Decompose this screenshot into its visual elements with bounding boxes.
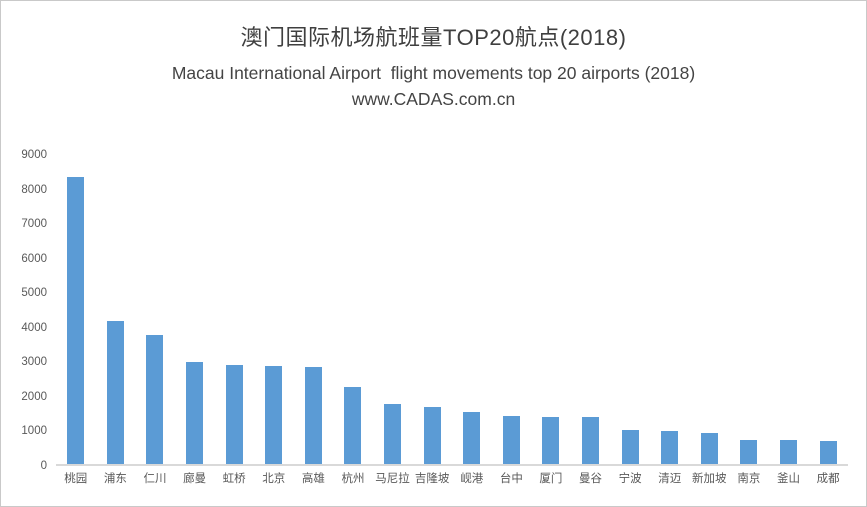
bar-slot xyxy=(333,155,373,464)
x-axis-labels: 桃园 浦东 仁川 廊曼 虹桥 北京 高雄 杭州 马尼拉 吉隆坡 岘港 台中 厦门 曼谷 宁波 清迈 新加坡 南京 釜… xyxy=(56,472,848,487)
y-axis-tick-label: 7000 xyxy=(21,218,47,231)
bar xyxy=(661,431,679,464)
bar-slot xyxy=(214,155,254,464)
x-axis-label: 曼谷 xyxy=(579,473,603,485)
y-axis: 0 1000 2000 3000 4000 5000 6000 7000 8000 9000 xyxy=(1,1,47,506)
bar xyxy=(700,432,718,464)
bar-slot xyxy=(412,155,452,464)
x-axis-label: 台中 xyxy=(499,473,523,485)
bar-slot xyxy=(808,155,848,464)
bar xyxy=(423,407,441,464)
bar-slot xyxy=(571,155,611,464)
chart-title: 澳门国际机场航班量TOP20航点(2018) xyxy=(240,25,627,50)
bar-slot xyxy=(254,155,294,464)
x-axis-label: 岘港 xyxy=(460,473,484,485)
y-axis-tick-label: 3000 xyxy=(21,356,47,369)
chart-source-url: www.CADAS.com.cn xyxy=(351,89,516,109)
chart-header: 澳门国际机场航班量TOP20航点(2018) Macau Internation… xyxy=(1,23,866,110)
x-axis-label: 南京 xyxy=(737,473,761,485)
bar xyxy=(384,404,402,464)
bar xyxy=(740,439,758,464)
bar xyxy=(304,366,322,464)
y-axis-tick-label: 6000 xyxy=(21,252,47,265)
x-axis-label: 吉隆坡 xyxy=(414,473,450,485)
x-axis-label: 北京 xyxy=(262,473,286,485)
bar-slot xyxy=(294,155,334,464)
bar-slot xyxy=(690,155,730,464)
bar xyxy=(779,439,797,464)
bar-slot xyxy=(610,155,650,464)
x-axis-label: 廊曼 xyxy=(183,473,207,485)
bar-slot xyxy=(452,155,492,464)
y-axis-tick-label: 4000 xyxy=(21,321,47,334)
x-axis-label: 宁波 xyxy=(618,473,642,485)
y-axis-tick-label: 9000 xyxy=(21,149,47,161)
x-axis-label: 新加坡 xyxy=(692,473,727,485)
x-axis-label: 厦门 xyxy=(539,473,563,485)
x-axis-label: 清迈 xyxy=(658,473,682,485)
bar xyxy=(186,362,204,464)
y-axis-tick-label: 2000 xyxy=(21,390,47,403)
bar xyxy=(502,415,520,464)
bar-slot xyxy=(650,155,690,464)
x-axis-label: 成都 xyxy=(816,473,840,485)
plot-area xyxy=(56,155,848,466)
y-axis-tick-label: 0 xyxy=(40,460,47,472)
x-axis-label: 桃园 xyxy=(64,473,88,485)
bar-slot xyxy=(135,155,175,464)
bar xyxy=(225,365,243,464)
bar-slot xyxy=(531,155,571,464)
bar xyxy=(463,412,481,464)
x-axis-label: 杭州 xyxy=(341,473,365,485)
bar xyxy=(582,417,600,464)
bar xyxy=(621,430,639,464)
x-axis-label: 马尼拉 xyxy=(375,473,410,485)
bar xyxy=(819,440,837,464)
bar-slot xyxy=(729,155,769,464)
x-axis-label: 虹桥 xyxy=(222,473,246,485)
bar-slot xyxy=(96,155,136,464)
bar-slot xyxy=(373,155,413,464)
bar-slot xyxy=(492,155,532,464)
bar-slot xyxy=(175,155,215,464)
bar xyxy=(344,386,362,464)
bar xyxy=(265,366,283,464)
y-axis-tick-label: 5000 xyxy=(21,287,47,300)
x-axis-label: 高雄 xyxy=(301,473,325,485)
bar xyxy=(146,334,164,464)
bar-slot xyxy=(769,155,809,464)
x-axis-label: 浦东 xyxy=(103,473,127,485)
chart-subtitle: Macau International Airport flight movem… xyxy=(171,63,696,83)
bar-slot xyxy=(56,155,96,464)
x-axis-label: 釜山 xyxy=(776,473,800,485)
x-axis-label: 仁川 xyxy=(143,473,167,485)
bar xyxy=(67,177,85,464)
y-axis-tick-label: 1000 xyxy=(21,425,47,438)
bar xyxy=(542,417,560,464)
bar xyxy=(106,320,124,464)
y-axis-tick-label: 8000 xyxy=(21,183,47,196)
